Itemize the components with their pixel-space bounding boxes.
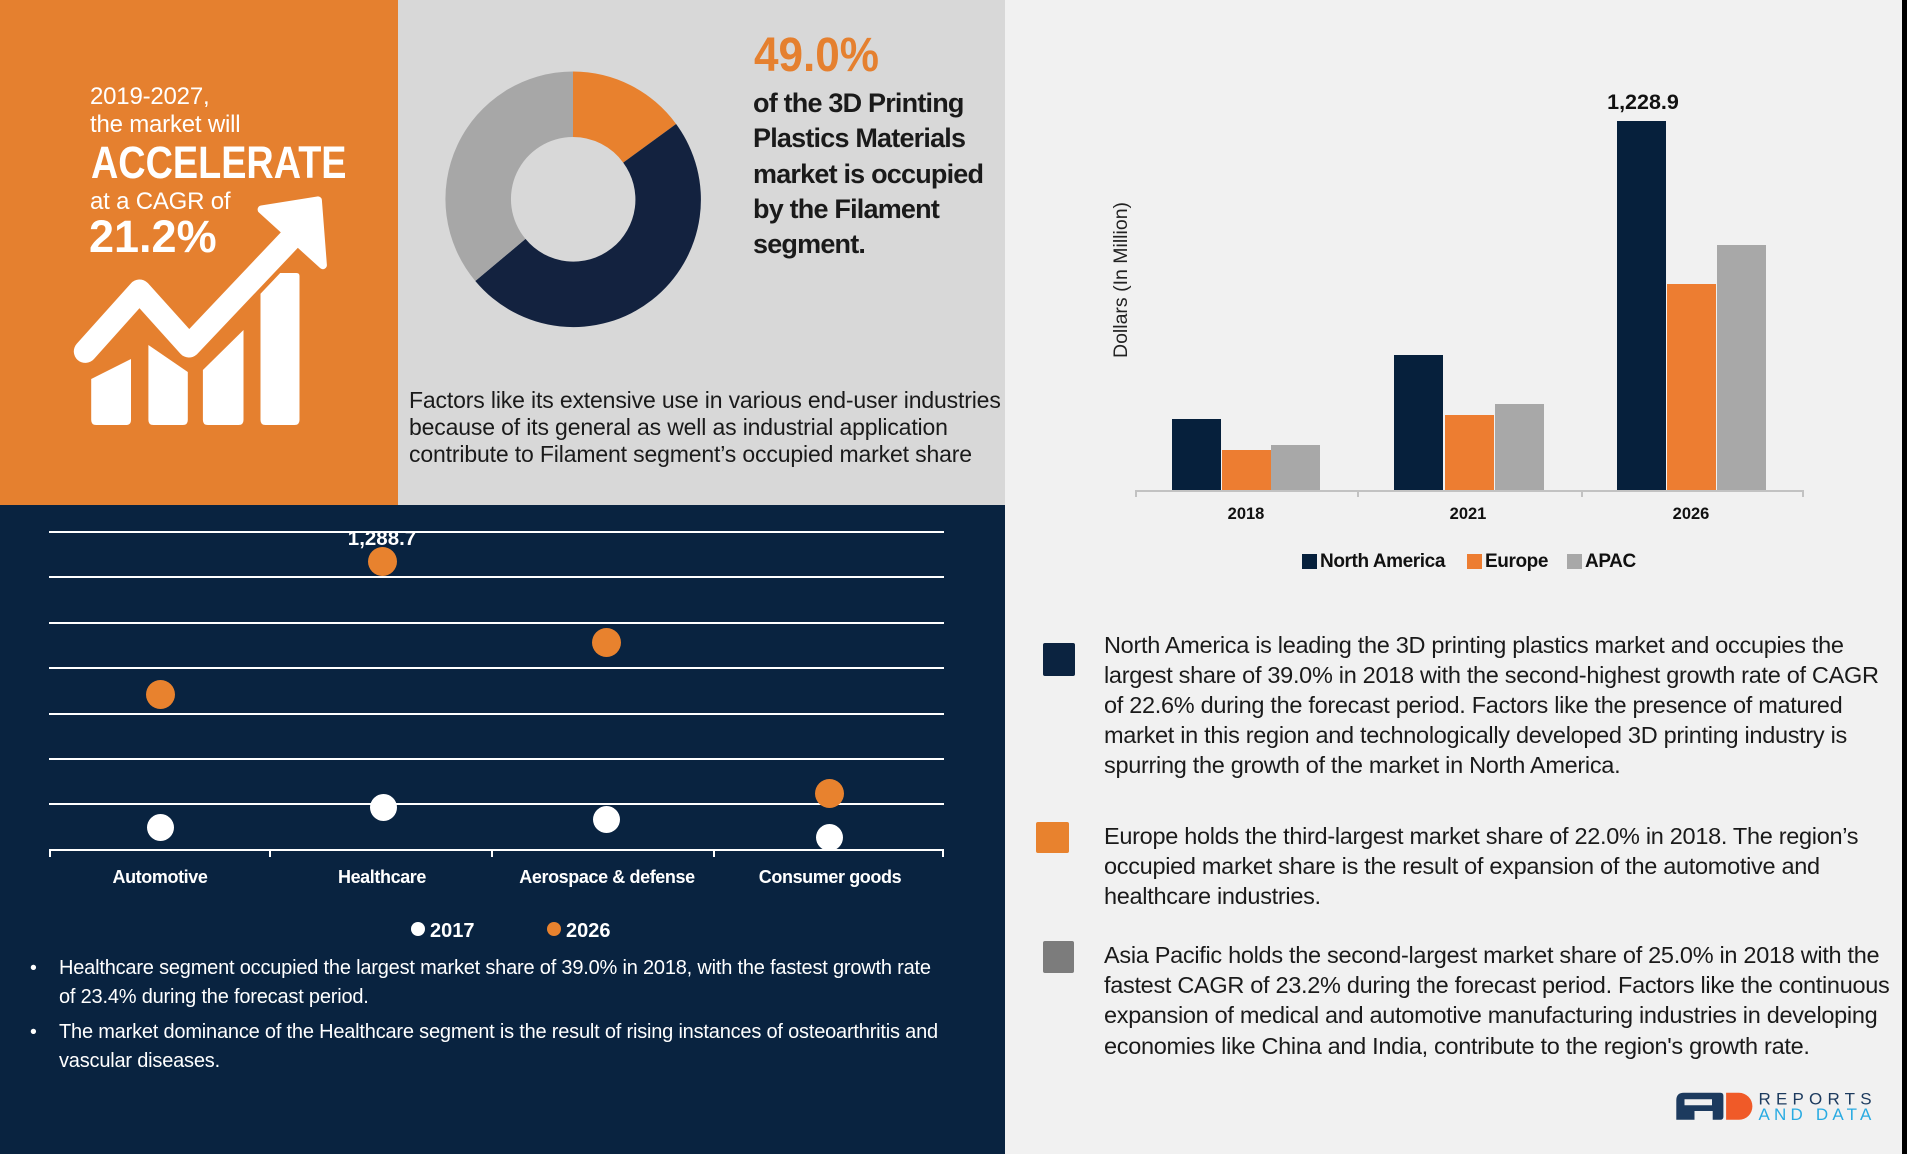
svg-text:AND DATA: AND DATA [1759, 1105, 1876, 1124]
svg-text:REPORTS: REPORTS [1759, 1089, 1877, 1108]
